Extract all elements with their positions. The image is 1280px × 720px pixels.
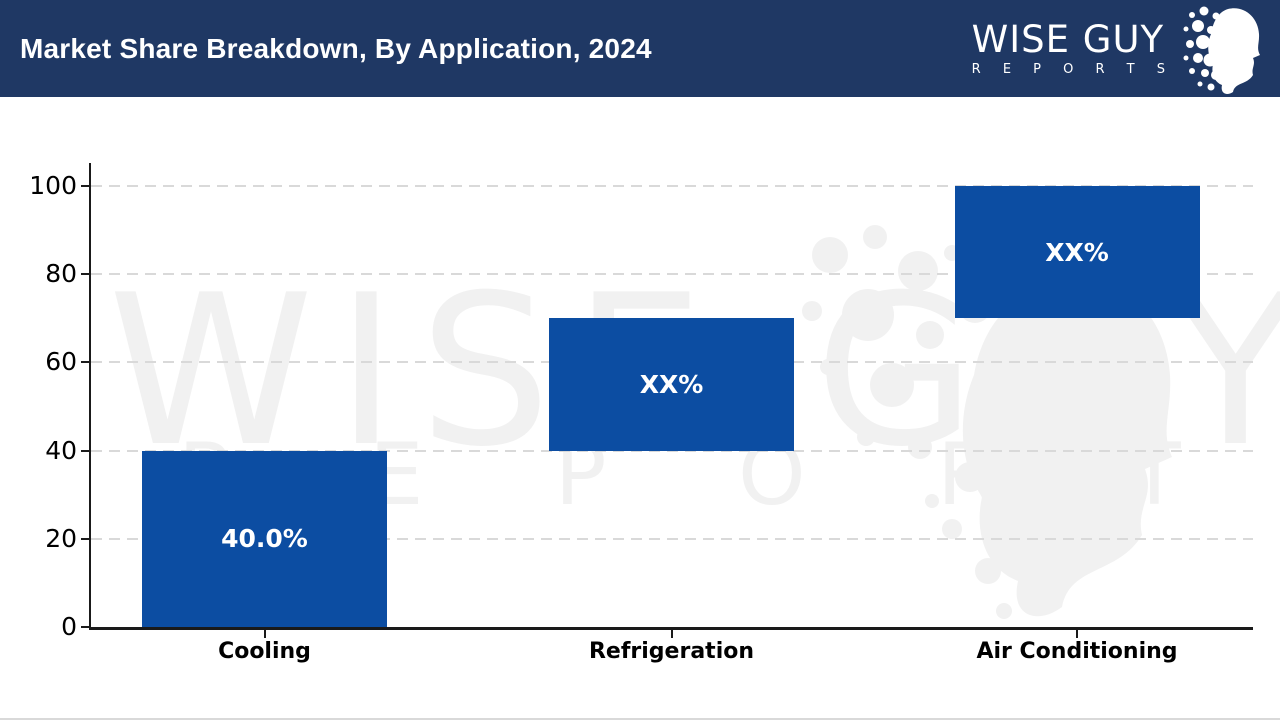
y-axis-tick-label: 40: [45, 435, 77, 465]
y-gridline: [91, 449, 1253, 452]
y-gridline: [91, 273, 1253, 276]
x-axis-tickmark: [263, 629, 266, 638]
logo-head-icon: [1183, 6, 1260, 94]
x-axis-category-label: Refrigeration: [588, 639, 755, 664]
y-axis-tick-label: 100: [29, 171, 77, 200]
header-bar: Market Share Breakdown, By Application, …: [0, 0, 1280, 97]
y-gridline: [91, 185, 1253, 187]
bar-value-label: XX%: [1045, 237, 1109, 267]
x-axis-tickmark: [1076, 629, 1078, 638]
y-axis-tickmark: [81, 361, 91, 364]
y-axis-tickmark: [81, 273, 91, 276]
logo-text: WISE GUY R E P O R T S: [972, 21, 1174, 77]
bar-value-label: 40.0%: [221, 524, 308, 554]
y-axis-tick-label: 80: [45, 259, 77, 289]
x-axis-tickmark: [670, 629, 673, 638]
y-axis-tickmark: [81, 537, 91, 540]
logo-name: WISE GUY: [971, 17, 1165, 61]
x-axis-line: [89, 627, 1253, 630]
y-axis-tick-label: 60: [45, 347, 77, 377]
bar-segment-refrigeration: XX%: [549, 318, 794, 451]
chart-title: Market Share Breakdown, By Application, …: [20, 32, 652, 64]
y-axis-tickmark: [81, 626, 91, 628]
y-axis-line: [89, 163, 91, 630]
logo: WISE GUY R E P O R T S: [972, 3, 1266, 95]
x-axis-category-label: Cooling: [218, 639, 311, 664]
bar-value-label: XX%: [639, 369, 704, 399]
y-gridline: [91, 537, 1253, 540]
y-axis-tick-label: 0: [61, 612, 77, 641]
x-axis-category-label: Air Conditioning: [976, 639, 1178, 664]
bar-segment-cooling: 40.0%: [142, 450, 387, 627]
logo-subtitle: R E P O R T S: [971, 61, 1174, 77]
y-axis-tickmark: [81, 185, 91, 187]
y-axis-tick-label: 20: [45, 523, 77, 553]
bar-segment-air-conditioning: XX%: [954, 186, 1200, 319]
y-axis-tickmark: [81, 449, 91, 452]
